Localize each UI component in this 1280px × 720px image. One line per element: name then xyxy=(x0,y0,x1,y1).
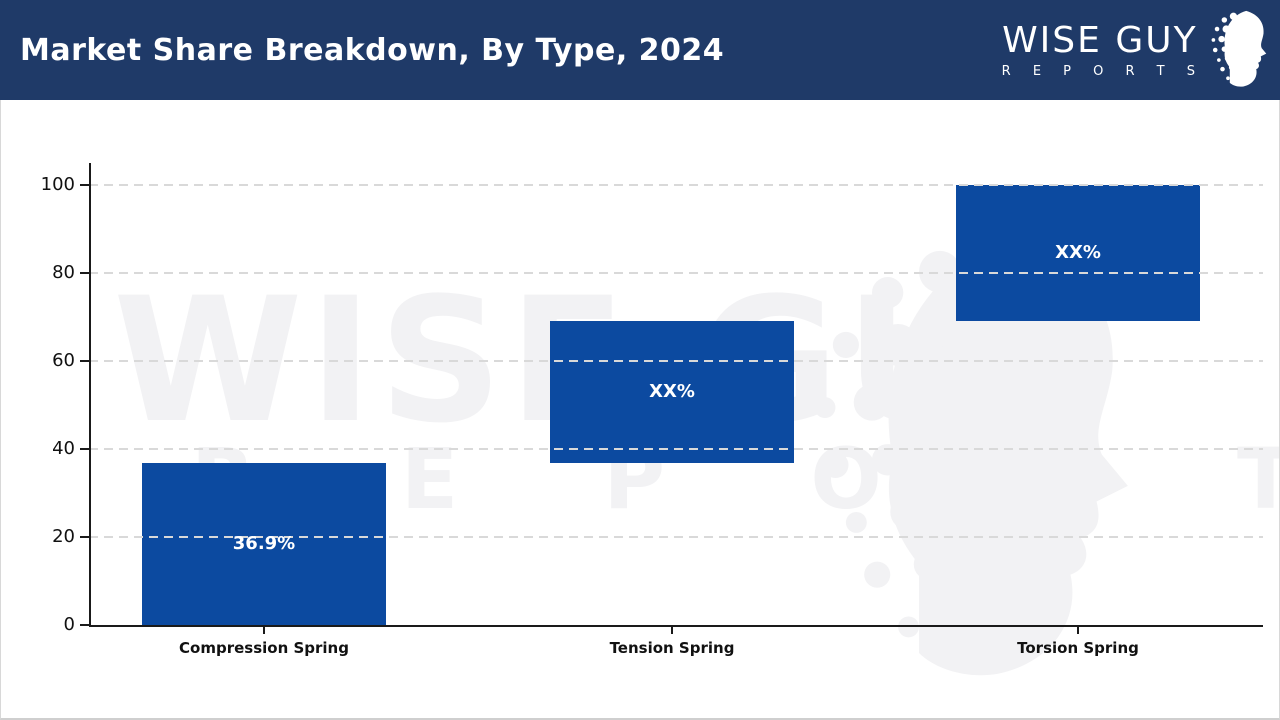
y-tick-label-60: 60 xyxy=(52,350,75,371)
y-tick-label-80: 80 xyxy=(52,262,75,283)
x-tick-2 xyxy=(1077,627,1079,634)
bar-segment-torsion-spring xyxy=(956,185,1200,321)
header-bar: Market Share Breakdown, By Type, 2024 WI… xyxy=(0,0,1280,100)
x-tick-1 xyxy=(671,627,673,634)
chart-title: Market Share Breakdown, By Type, 2024 xyxy=(20,32,725,68)
logo-text: WISE GUY R E P O R T S xyxy=(996,20,1204,80)
y-tick-60 xyxy=(80,360,90,362)
x-category-label: Torsion Spring xyxy=(1017,639,1139,657)
gridline-100 xyxy=(89,184,1263,186)
gridline-60 xyxy=(89,360,1263,362)
gridline-20 xyxy=(89,536,1263,538)
logo-subtitle: R E P O R T S xyxy=(1001,64,1204,79)
x-tick-0 xyxy=(263,627,265,634)
y-tick-label-0: 0 xyxy=(63,614,75,635)
chart-area: WISE GUY R E P O R T S 36.9%XX%XX%020406… xyxy=(0,100,1280,720)
gridline-80 xyxy=(89,272,1263,274)
bar-segment-tension-spring xyxy=(550,320,794,463)
y-tick-20 xyxy=(80,536,90,538)
x-axis-line xyxy=(89,625,1263,627)
y-tick-0 xyxy=(80,624,90,626)
y-axis-line xyxy=(89,163,91,627)
wiseguy-logo: WISE GUY R E P O R T S xyxy=(996,6,1270,94)
y-tick-label-40: 40 xyxy=(52,438,75,459)
x-category-label: Compression Spring xyxy=(179,639,349,657)
y-tick-80 xyxy=(80,272,90,274)
bar-value-label: XX% xyxy=(1055,241,1101,263)
bar-value-label: XX% xyxy=(649,380,695,402)
gridline-40 xyxy=(89,448,1263,450)
logo-wordmark: WISE GUY xyxy=(1002,20,1198,61)
x-category-label: Tension Spring xyxy=(609,639,735,657)
y-tick-label-20: 20 xyxy=(52,526,75,547)
y-tick-40 xyxy=(80,448,90,450)
y-tick-100 xyxy=(80,184,90,186)
bar-value-label: 36.9% xyxy=(232,532,296,554)
wiseguy-face-icon xyxy=(1211,10,1267,87)
bar-segment-compression-spring xyxy=(142,462,386,625)
y-tick-label-100: 100 xyxy=(40,174,75,195)
